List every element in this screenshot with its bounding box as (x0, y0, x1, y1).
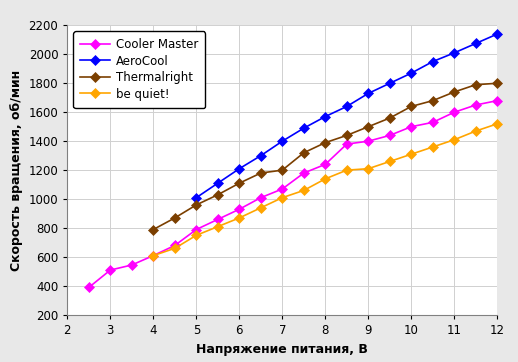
be quiet! (494, 122, 500, 126)
Cooler Master (430, 120, 436, 125)
Cooler Master (128, 263, 135, 267)
AeroCool (365, 91, 371, 96)
Cooler Master (473, 103, 479, 107)
be quiet! (322, 177, 328, 181)
Y-axis label: Скорость вращения, об/мин: Скорость вращения, об/мин (10, 70, 23, 271)
Thermalright (365, 125, 371, 129)
Cooler Master (322, 162, 328, 167)
be quiet! (214, 224, 221, 229)
Cooler Master (300, 171, 307, 175)
Cooler Master (279, 187, 285, 191)
Thermalright (494, 81, 500, 85)
be quiet! (344, 168, 350, 172)
X-axis label: Напряжение питания, В: Напряжение питания, В (196, 342, 368, 355)
AeroCool (386, 81, 393, 85)
Legend: Cooler Master, AeroCool, Thermalright, be quiet!: Cooler Master, AeroCool, Thermalright, b… (73, 31, 205, 108)
Thermalright (344, 133, 350, 138)
be quiet! (365, 167, 371, 171)
be quiet! (279, 195, 285, 200)
Line: AeroCool: AeroCool (193, 30, 501, 201)
Cooler Master (408, 125, 414, 129)
Thermalright (300, 151, 307, 155)
Thermalright (451, 90, 457, 94)
be quiet! (430, 145, 436, 149)
AeroCool (193, 195, 199, 200)
be quiet! (473, 129, 479, 133)
Cooler Master (150, 253, 156, 258)
be quiet! (386, 159, 393, 164)
be quiet! (172, 246, 178, 251)
Line: be quiet!: be quiet! (150, 120, 501, 259)
AeroCool (451, 51, 457, 55)
Cooler Master (257, 195, 264, 200)
be quiet! (257, 206, 264, 210)
Cooler Master (494, 98, 500, 103)
Line: Cooler Master: Cooler Master (85, 97, 501, 291)
Cooler Master (214, 217, 221, 222)
AeroCool (430, 59, 436, 64)
AeroCool (344, 104, 350, 109)
Thermalright (322, 140, 328, 145)
Cooler Master (386, 133, 393, 138)
AeroCool (494, 32, 500, 36)
be quiet! (236, 216, 242, 220)
be quiet! (150, 253, 156, 258)
Thermalright (386, 116, 393, 120)
Cooler Master (86, 285, 92, 290)
be quiet! (300, 188, 307, 193)
AeroCool (473, 41, 479, 46)
Cooler Master (107, 268, 113, 272)
Thermalright (193, 203, 199, 207)
AeroCool (408, 71, 414, 75)
Cooler Master (172, 243, 178, 248)
AeroCool (236, 167, 242, 171)
Cooler Master (236, 207, 242, 211)
Cooler Master (193, 227, 199, 232)
AeroCool (279, 139, 285, 143)
Thermalright (150, 227, 156, 232)
AeroCool (322, 114, 328, 119)
Cooler Master (451, 110, 457, 114)
Thermalright (473, 83, 479, 87)
Thermalright (257, 171, 264, 175)
AeroCool (300, 126, 307, 130)
be quiet! (451, 138, 457, 142)
AeroCool (214, 181, 221, 185)
Cooler Master (365, 139, 371, 143)
Line: Thermalright: Thermalright (150, 80, 501, 233)
Thermalright (172, 216, 178, 220)
be quiet! (408, 152, 414, 156)
Thermalright (214, 193, 221, 197)
Thermalright (408, 104, 414, 109)
Thermalright (279, 168, 285, 172)
Thermalright (430, 98, 436, 103)
AeroCool (257, 153, 264, 158)
Cooler Master (344, 142, 350, 146)
be quiet! (193, 233, 199, 237)
Thermalright (236, 181, 242, 185)
